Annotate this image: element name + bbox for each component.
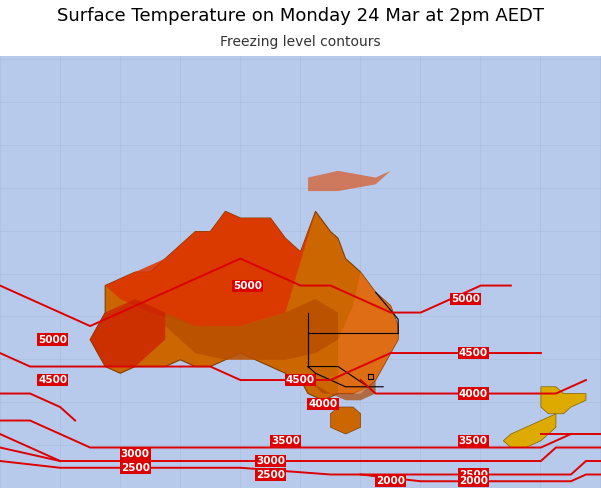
Text: Freezing level contours: Freezing level contours — [220, 35, 381, 49]
Text: 4000: 4000 — [459, 388, 488, 399]
Text: 5000: 5000 — [451, 294, 480, 304]
Polygon shape — [90, 211, 398, 400]
Text: 2000: 2000 — [376, 476, 405, 486]
Text: 5000: 5000 — [38, 335, 67, 345]
Polygon shape — [541, 387, 586, 414]
Text: 4500: 4500 — [459, 348, 488, 358]
Polygon shape — [90, 299, 165, 366]
Text: 4500: 4500 — [38, 375, 67, 385]
Polygon shape — [331, 407, 361, 434]
Text: 3500: 3500 — [459, 436, 488, 446]
Text: 5000: 5000 — [233, 281, 263, 290]
Polygon shape — [338, 272, 398, 393]
Text: Surface Temperature on Monday 24 Mar at 2pm AEDT: Surface Temperature on Monday 24 Mar at … — [57, 7, 544, 25]
Polygon shape — [504, 414, 556, 447]
Text: 2000: 2000 — [459, 476, 488, 486]
Text: 2500: 2500 — [121, 463, 150, 473]
Polygon shape — [308, 171, 391, 191]
Text: 2500: 2500 — [256, 469, 285, 480]
Text: 2500: 2500 — [459, 469, 488, 480]
Text: 3000: 3000 — [121, 449, 150, 459]
Polygon shape — [308, 380, 376, 400]
Text: 4500: 4500 — [286, 375, 315, 385]
Polygon shape — [105, 211, 316, 326]
Text: 4000: 4000 — [308, 399, 338, 408]
Text: 3500: 3500 — [271, 436, 300, 446]
Polygon shape — [165, 299, 338, 360]
Text: 3000: 3000 — [256, 456, 285, 466]
